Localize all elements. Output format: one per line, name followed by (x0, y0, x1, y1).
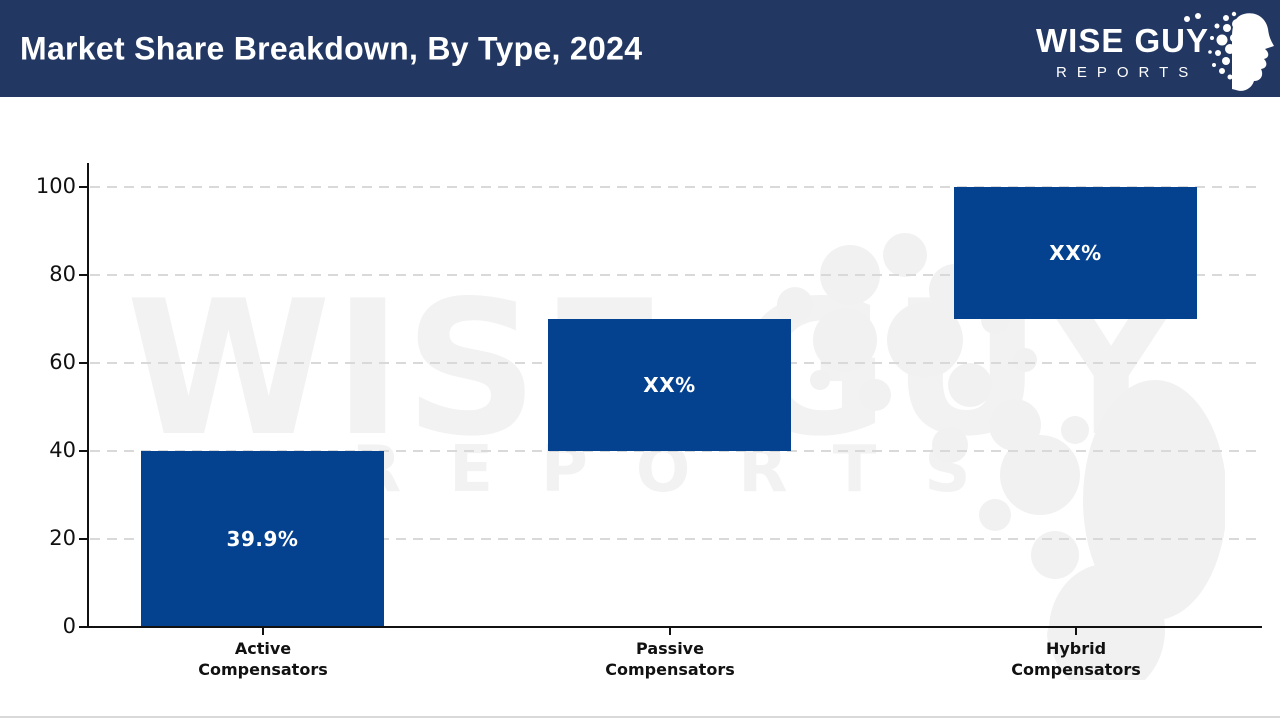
y-tick-label: 20 (49, 526, 76, 550)
brand-logo: WISE GUY REPORTS (1006, 6, 1274, 92)
bar-value-label: XX% (1049, 241, 1102, 265)
logo-y-dots-icon (1184, 16, 1190, 22)
bar-value-label: 39.9% (226, 527, 299, 551)
x-category-label: Hybrid Compensators (1011, 639, 1141, 679)
x-tick-mark (262, 628, 264, 635)
bar-hybrid-compensators: XX% (954, 187, 1197, 319)
y-tick-label: 100 (35, 174, 76, 198)
y-tick-label: 40 (49, 438, 76, 462)
logo-wordmark: WISE GUY (1036, 22, 1210, 59)
watermark-face-icon (777, 210, 1225, 680)
y-tick-mark (79, 537, 87, 540)
y-tick-mark (79, 361, 87, 364)
logo-subtitle: REPORTS (1056, 64, 1199, 81)
chart-title: Market Share Breakdown, By Type, 2024 (20, 30, 643, 66)
x-axis-line (87, 626, 1262, 628)
bar-value-label: XX% (643, 373, 696, 397)
bar-passive-compensators: XX% (548, 319, 791, 451)
y-tick-label: 0 (62, 614, 76, 638)
y-tick-mark (79, 449, 87, 452)
logo-face-icon (1208, 11, 1274, 91)
x-category-label: Passive Compensators (605, 639, 735, 679)
y-tick-label: 60 (49, 350, 76, 374)
header-bar: Market Share Breakdown, By Type, 2024 WI… (0, 0, 1280, 97)
y-axis-line (87, 163, 89, 628)
y-tick-mark (79, 185, 87, 188)
footer-divider (0, 716, 1280, 718)
y-tick-mark (79, 626, 87, 628)
x-category-label: Active Compensators (198, 639, 328, 679)
y-tick-mark (79, 273, 87, 276)
gridline-80 (90, 273, 1258, 276)
gridline-100 (90, 185, 1258, 188)
x-tick-mark (669, 628, 671, 635)
gridline-20 (90, 537, 1258, 540)
bar-active-compensators: 39.9% (141, 451, 384, 627)
y-tick-label: 80 (49, 262, 76, 286)
x-tick-mark (1075, 628, 1077, 635)
